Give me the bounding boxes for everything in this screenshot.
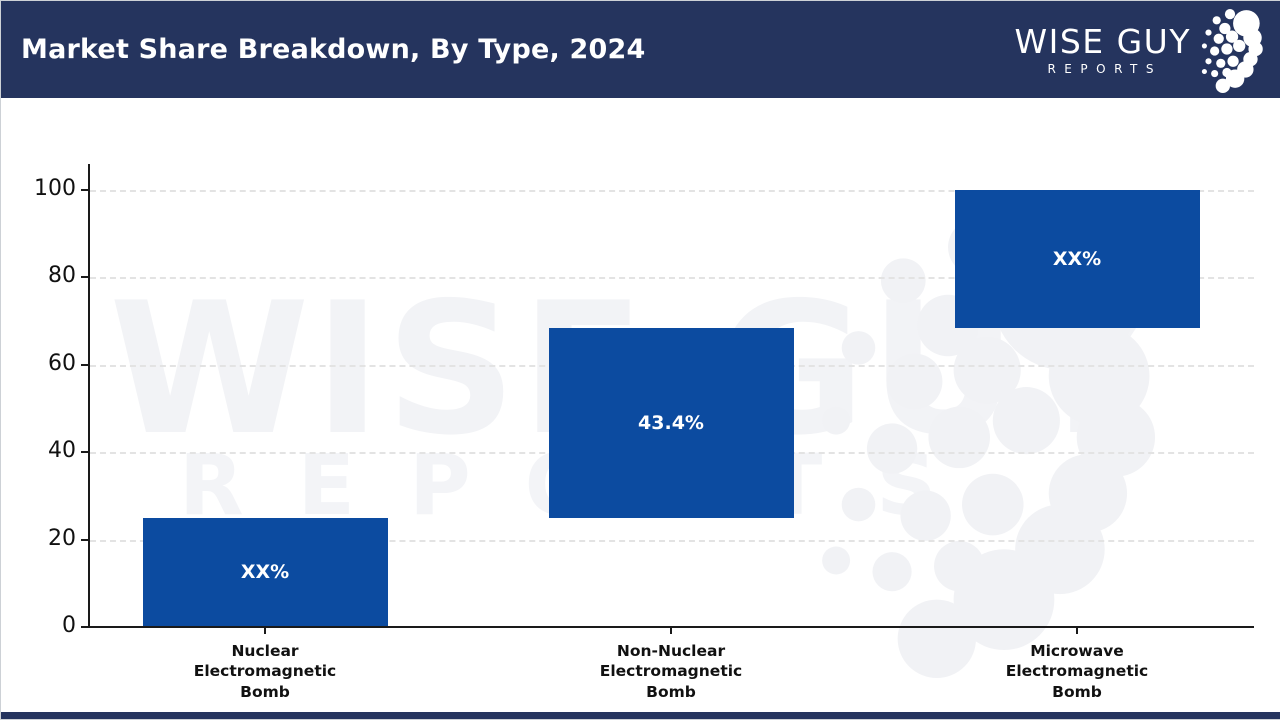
- page-title: Market Share Breakdown, By Type, 2024: [21, 34, 646, 65]
- x-axis-category-label: Microwave Electromagnetic Bomb: [1005, 642, 1149, 701]
- y-axis-tick: [81, 451, 88, 453]
- bar-value-label: XX%: [1052, 247, 1102, 270]
- y-axis-tick-label: 20: [48, 525, 76, 551]
- gridline: [90, 539, 1254, 542]
- x-axis-category-label: Non-Nuclear Electromagnetic Bomb: [599, 642, 743, 701]
- x-axis-category-label: Nuclear Electromagnetic Bomb: [193, 642, 337, 701]
- header-bar: Market Share Breakdown, By Type, 2024 WI…: [1, 1, 1280, 98]
- footer-strip: [1, 712, 1280, 719]
- x-axis-tick: [670, 628, 672, 634]
- y-axis-tick-label: 60: [48, 350, 76, 376]
- face-logo-icon: [1201, 8, 1263, 93]
- y-axis-tick: [81, 363, 88, 366]
- y-axis-line: [88, 164, 90, 628]
- logo-wordmark: WISE GUY: [1014, 21, 1191, 61]
- x-axis-tick: [1076, 628, 1078, 634]
- bar-value-label: XX%: [240, 561, 290, 584]
- bar-segment: XX%: [142, 517, 388, 627]
- y-axis-tick: [81, 538, 88, 541]
- y-axis-tick-label: 0: [62, 613, 76, 638]
- y-axis-tick-label: 100: [34, 175, 76, 201]
- y-axis-tick-label: 40: [48, 438, 76, 463]
- bar-segment: XX%: [954, 189, 1200, 328]
- bar-segment: 43.4%: [548, 327, 794, 518]
- logo-subtitle: REPORTS: [1047, 61, 1162, 76]
- gridline: [90, 277, 1254, 279]
- y-axis-tick: [81, 188, 88, 191]
- bar-value-label: 43.4%: [638, 411, 704, 434]
- y-axis-tick-label: 80: [48, 263, 76, 288]
- gridline: [90, 189, 1254, 192]
- wise-guy-logo: WISE GUY REPORTS: [1014, 7, 1267, 93]
- x-axis-line: [88, 626, 1254, 628]
- logo-text: WISE GUY REPORTS: [1014, 25, 1191, 75]
- y-axis-tick: [81, 626, 88, 628]
- y-axis-tick: [81, 276, 88, 278]
- x-axis-tick: [264, 628, 266, 634]
